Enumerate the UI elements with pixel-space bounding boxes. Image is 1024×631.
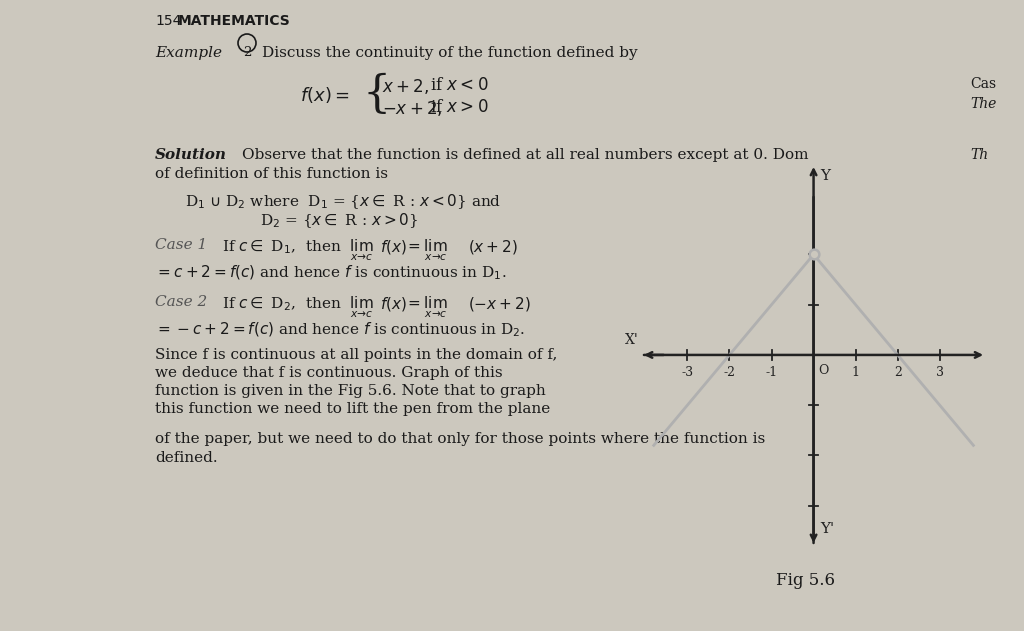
Text: If $c \in$ D$_{2}$,  then  $\lim_{x \to c}$: If $c \in$ D$_{2}$, then $\lim_{x \to c}… [222, 295, 374, 320]
Text: D$_2$ = {$x \in$ R : $x > 0$}: D$_2$ = {$x \in$ R : $x > 0$} [260, 211, 419, 230]
Text: $x+2,$: $x+2,$ [382, 77, 429, 96]
Text: of definition of this function is: of definition of this function is [155, 167, 388, 181]
Text: The: The [970, 97, 996, 111]
Text: {: { [362, 73, 391, 116]
Text: $= \lim_{x \to c}$: $= \lim_{x \to c}$ [406, 238, 447, 263]
Text: $= c + 2 = f(c)$ and hence $f$ is continuous in D$_1$.: $= c + 2 = f(c)$ and hence $f$ is contin… [155, 264, 507, 283]
Text: if $x > 0$: if $x > 0$ [430, 99, 488, 116]
Text: Case 1: Case 1 [155, 238, 207, 252]
Text: defined.: defined. [155, 451, 218, 465]
Text: X': X' [626, 333, 639, 348]
Text: Example: Example [155, 46, 222, 60]
Text: D$_1$ $\cup$ D$_2$ where  D$_1$ = {$x \in$ R : $x < 0$} and: D$_1$ $\cup$ D$_2$ where D$_1$ = {$x \in… [185, 192, 502, 211]
Text: -2: -2 [723, 366, 735, 379]
Text: $-x+2,$: $-x+2,$ [382, 99, 442, 118]
Text: $(-x + 2)$: $(-x + 2)$ [468, 295, 530, 313]
Text: Fig 5.6: Fig 5.6 [775, 572, 835, 589]
Text: -3: -3 [681, 366, 693, 379]
Text: 2: 2 [894, 366, 901, 379]
Text: 3: 3 [936, 366, 944, 379]
Text: 1: 1 [852, 366, 859, 379]
Text: Cas: Cas [970, 77, 996, 91]
Text: $f(x)$: $f(x)$ [380, 295, 407, 313]
Text: $(x + 2)$: $(x + 2)$ [468, 238, 518, 256]
Text: $= \lim_{x \to c}$: $= \lim_{x \to c}$ [406, 295, 447, 320]
Text: function is given in the Fig 5.6. Note that to graph: function is given in the Fig 5.6. Note t… [155, 384, 546, 398]
Text: this function we need to lift the pen from the plane: this function we need to lift the pen fr… [155, 402, 550, 416]
Text: If $c \in$ D$_{1}$,  then  $\lim_{x \to c}$: If $c \in$ D$_{1}$, then $\lim_{x \to c}… [222, 238, 374, 263]
Text: $f(x) =$: $f(x) =$ [300, 85, 349, 105]
Text: Solution: Solution [155, 148, 227, 162]
Text: $f(x)$: $f(x)$ [380, 238, 407, 256]
Text: $= -c + 2 = f(c)$ and hence $f$ is continuous in D$_2$.: $= -c + 2 = f(c)$ and hence $f$ is conti… [155, 321, 525, 339]
Text: 2: 2 [243, 46, 251, 59]
Text: Case 2: Case 2 [155, 295, 207, 309]
Text: if $x < 0$: if $x < 0$ [430, 77, 488, 94]
Text: 154: 154 [155, 14, 181, 28]
Text: we deduce that f is continuous. Graph of this: we deduce that f is continuous. Graph of… [155, 366, 503, 380]
Text: O: O [818, 364, 829, 377]
Text: Y: Y [820, 169, 829, 183]
Text: of the paper, but we need to do that only for those points where the function is: of the paper, but we need to do that onl… [155, 432, 765, 446]
Text: Th: Th [970, 148, 988, 162]
Text: -1: -1 [766, 366, 777, 379]
Text: Observe that the function is defined at all real numbers except at 0. Dom: Observe that the function is defined at … [242, 148, 809, 162]
Text: Y': Y' [820, 522, 834, 536]
Text: MATHEMATICS: MATHEMATICS [178, 14, 291, 28]
Text: Since f is continuous at all points in the domain of f,: Since f is continuous at all points in t… [155, 348, 557, 362]
Text: Discuss the continuity of the function defined by: Discuss the continuity of the function d… [262, 46, 638, 60]
